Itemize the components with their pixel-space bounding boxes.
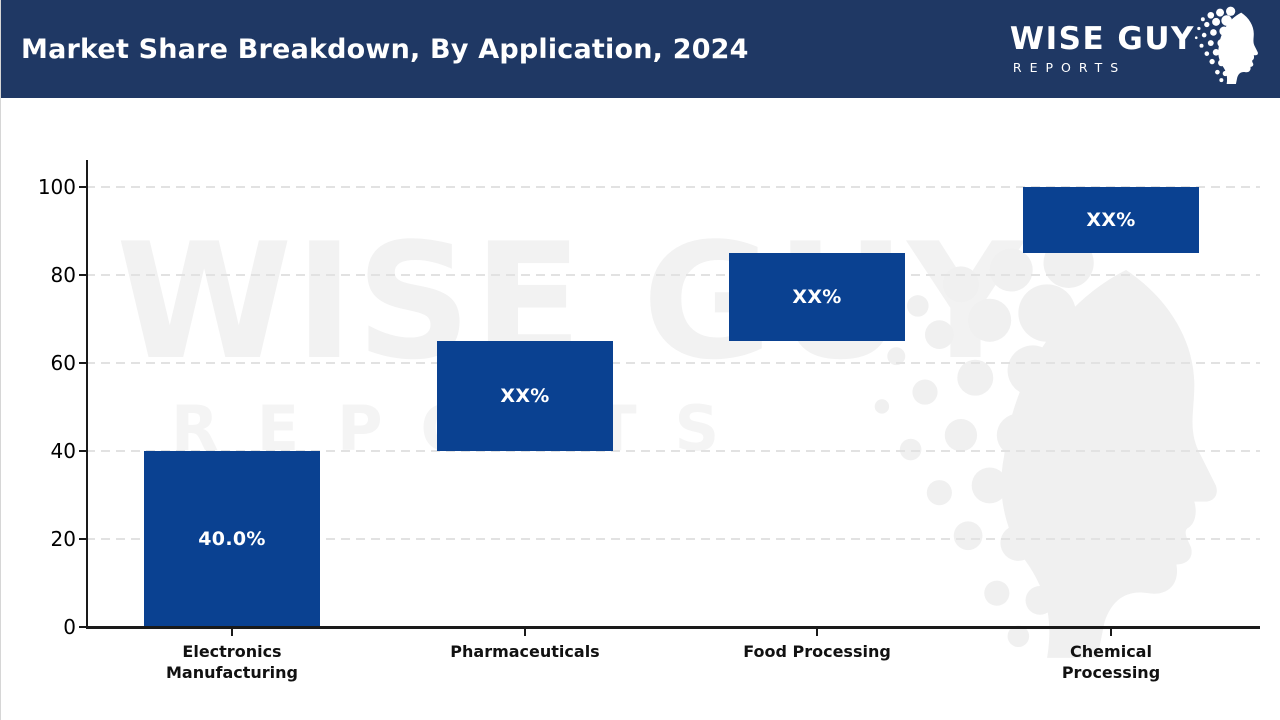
y-axis-spine bbox=[86, 160, 88, 629]
x-tick-2 bbox=[524, 629, 526, 636]
y-tick-label-80: 80 bbox=[50, 263, 76, 287]
x-tick-4 bbox=[1110, 629, 1112, 636]
bar-value-label-4: XX% bbox=[1086, 209, 1136, 231]
gridline-60 bbox=[86, 362, 1260, 364]
y-tick-20 bbox=[79, 538, 86, 540]
y-tick-label-60: 60 bbox=[50, 351, 76, 375]
wise-guy-logo: WISE GUY REPORTS bbox=[1010, 6, 1263, 92]
y-tick-60 bbox=[79, 362, 86, 364]
header-bar: Market Share Breakdown, By Application, … bbox=[1, 0, 1280, 98]
y-tick-label-100: 100 bbox=[37, 175, 76, 199]
y-tick-100 bbox=[79, 186, 86, 188]
logo-text: WISE GUY REPORTS bbox=[1009, 20, 1195, 75]
logo-subtitle: REPORTS bbox=[1012, 59, 1127, 75]
y-tick-0 bbox=[79, 626, 86, 628]
y-tick-80 bbox=[79, 274, 86, 276]
bar-segment-2: XX% bbox=[437, 341, 613, 451]
bar-segment-4: XX% bbox=[1023, 187, 1199, 253]
y-tick-label-40: 40 bbox=[50, 439, 76, 463]
bar-value-label-3: XX% bbox=[792, 286, 842, 308]
gridline-100 bbox=[86, 186, 1260, 188]
bar-value-label-1: 40.0% bbox=[198, 528, 266, 550]
x-category-label-4: Chemical Processing bbox=[1061, 642, 1161, 683]
x-category-label-2: Pharmaceuticals bbox=[450, 642, 600, 661]
x-tick-3 bbox=[816, 629, 818, 636]
x-category-label-1: Electronics Manufacturing bbox=[166, 642, 298, 683]
x-category-label-3: Food Processing bbox=[743, 642, 891, 661]
gridline-40 bbox=[86, 450, 1260, 452]
bar-segment-1: 40.0% bbox=[144, 451, 320, 627]
x-tick-1 bbox=[231, 629, 233, 636]
dotted-head-icon bbox=[1189, 6, 1263, 92]
x-axis-spine bbox=[86, 626, 1260, 629]
page-title: Market Share Breakdown, By Application, … bbox=[21, 33, 749, 65]
logo-wordmark: WISE GUY bbox=[1009, 20, 1195, 57]
chart-area: WISE GUY REPORTS 02040608010040.0%XX%XX%… bbox=[1, 98, 1280, 720]
bar-value-label-2: XX% bbox=[500, 385, 550, 407]
y-tick-label-0: 0 bbox=[63, 615, 76, 639]
gridline-80 bbox=[86, 274, 1260, 276]
gridline-20 bbox=[86, 538, 1260, 540]
bar-segment-3: XX% bbox=[729, 253, 905, 341]
y-tick-label-20: 20 bbox=[50, 527, 76, 551]
y-tick-40 bbox=[79, 450, 86, 452]
